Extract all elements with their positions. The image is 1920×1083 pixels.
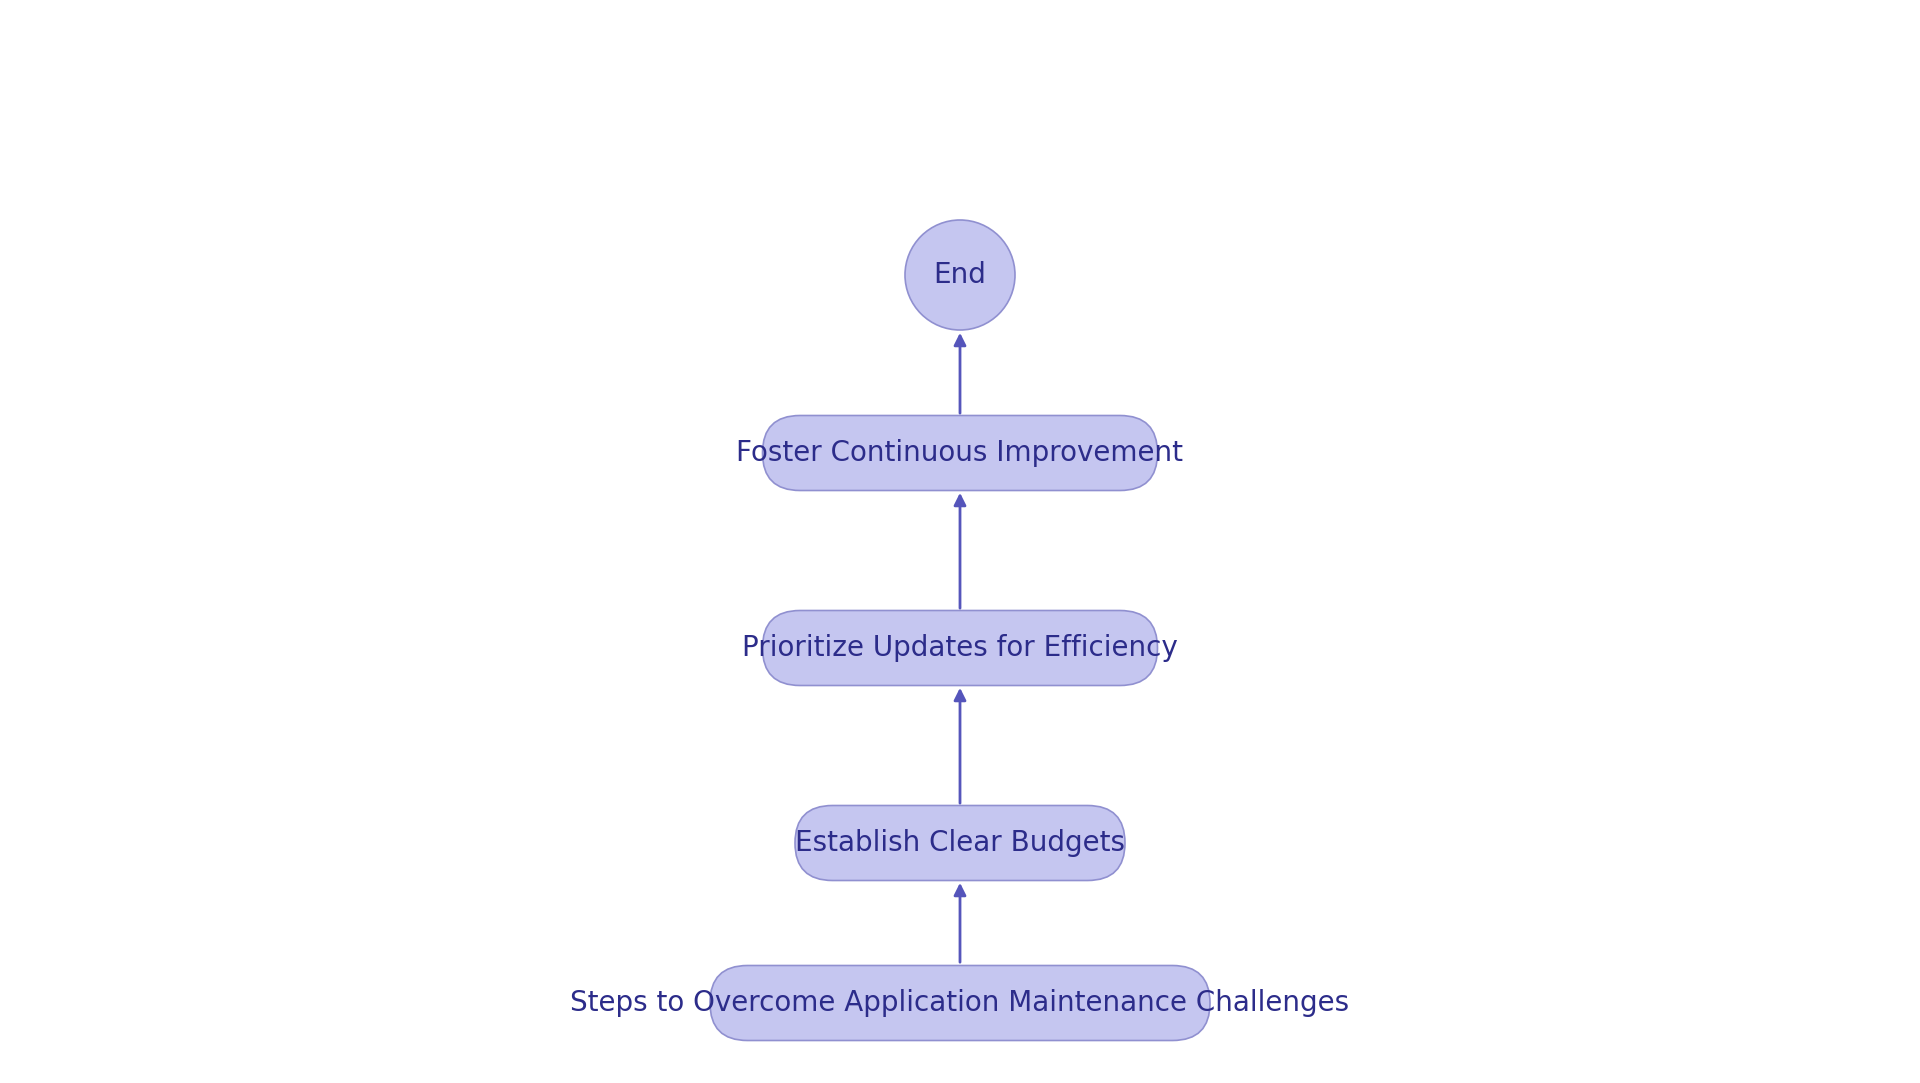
- Text: Foster Continuous Improvement: Foster Continuous Improvement: [737, 439, 1183, 467]
- FancyBboxPatch shape: [710, 966, 1210, 1041]
- Text: End: End: [933, 261, 987, 289]
- FancyBboxPatch shape: [762, 611, 1158, 686]
- Circle shape: [904, 220, 1016, 330]
- FancyBboxPatch shape: [795, 806, 1125, 880]
- Text: Prioritize Updates for Efficiency: Prioritize Updates for Efficiency: [743, 634, 1177, 662]
- FancyBboxPatch shape: [762, 416, 1158, 491]
- Text: Establish Clear Budgets: Establish Clear Budgets: [795, 828, 1125, 857]
- Text: Steps to Overcome Application Maintenance Challenges: Steps to Overcome Application Maintenanc…: [570, 989, 1350, 1017]
